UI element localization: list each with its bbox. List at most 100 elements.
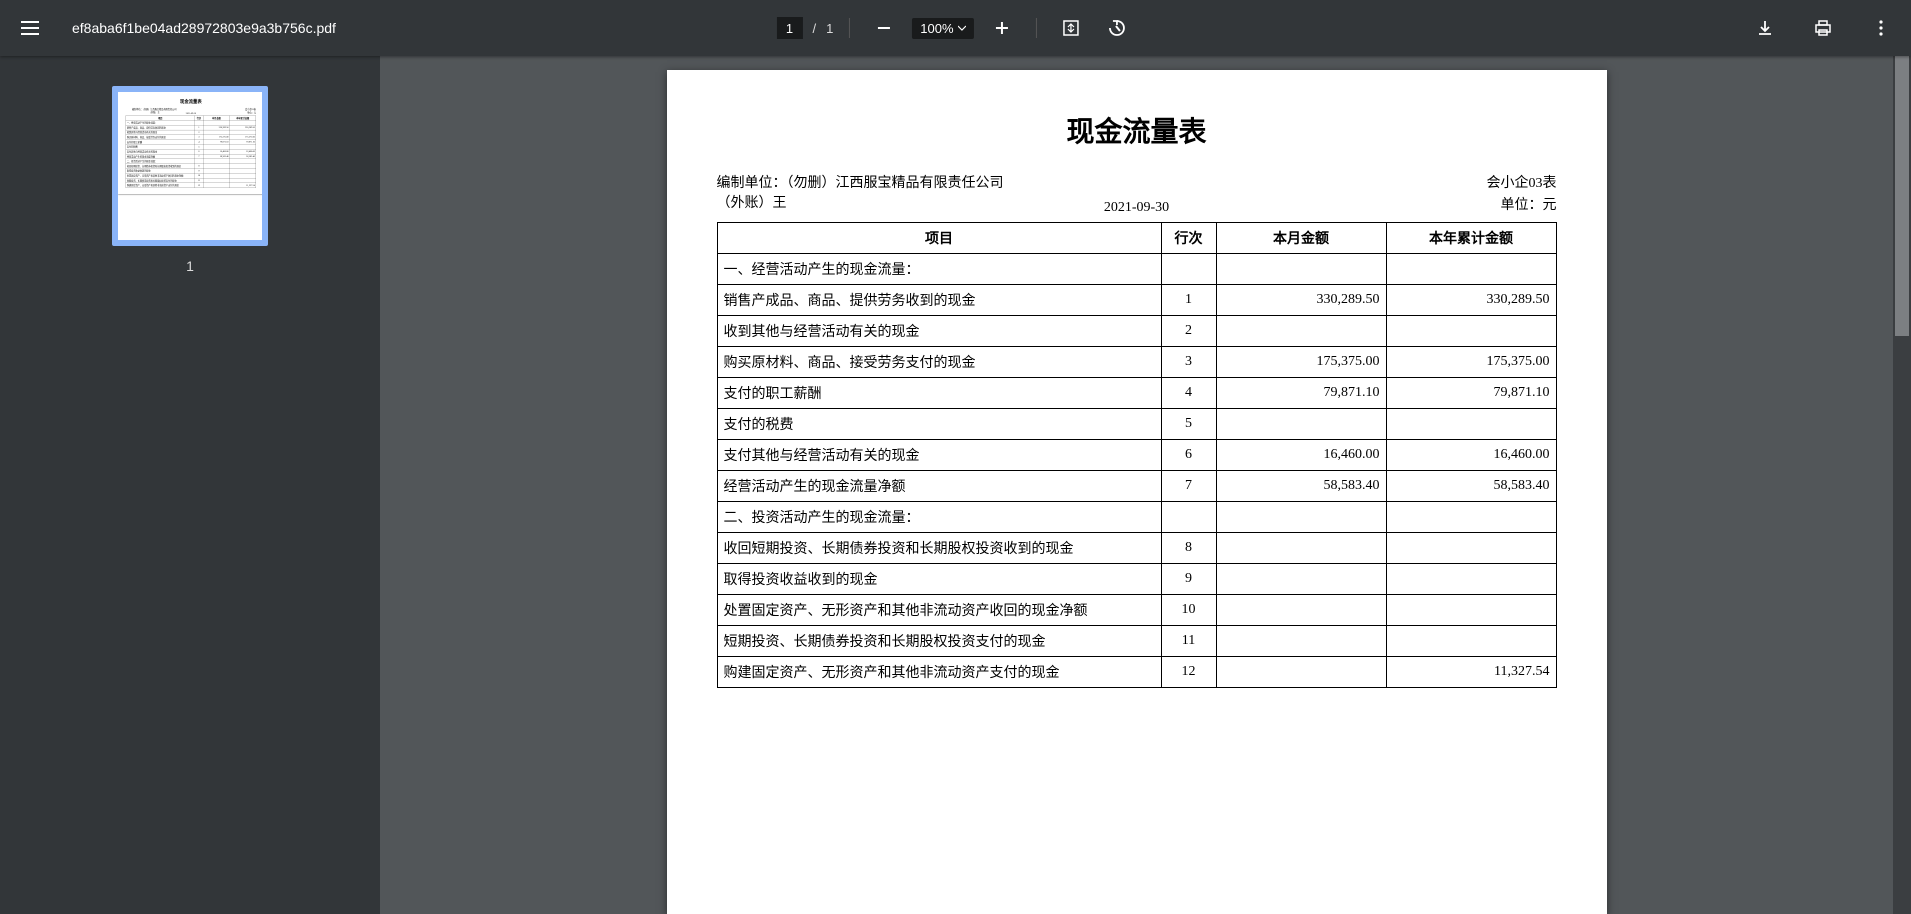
toolbar-right <box>1747 10 1899 46</box>
scrollbar-thumb[interactable] <box>1895 56 1909 336</box>
cell-line: 12 <box>195 183 204 188</box>
cashflow-table: 项目 行次 本月金额 本年累计金额 一、经营活动产生的现金流量：销售产成品、商品… <box>126 116 256 188</box>
cell-line: 7 <box>1161 471 1216 502</box>
header-date: 2021-09-30 <box>183 112 199 114</box>
cell-month-amount: 175,375.00 <box>1216 347 1386 378</box>
cell-month-amount: 58,583.40 <box>1216 471 1386 502</box>
cell-month-amount <box>1216 657 1386 688</box>
cell-item: 购建固定资产、无形资产和其他非流动资产支付的现金 <box>126 183 195 188</box>
document-title: 现金流量表 <box>126 98 256 104</box>
rotate-icon <box>1107 18 1127 38</box>
table-row: 购建固定资产、无形资产和其他非流动资产支付的现金1211,327.54 <box>126 183 256 188</box>
table-row: 处置固定资产、无形资产和其他非流动资产收回的现金净额10 <box>717 595 1556 626</box>
page-separator: / <box>812 21 816 36</box>
cell-item: 处置固定资产、无形资产和其他非流动资产收回的现金净额 <box>717 595 1161 626</box>
cell-month-amount <box>1216 502 1386 533</box>
pdf-viewer[interactable]: 现金流量表 编制单位：（勿删）江西服宝精品有限责任公司 （外账）王 2021-0… <box>380 56 1893 914</box>
fit-page-button[interactable] <box>1053 10 1089 46</box>
pdf-toolbar: ef8aba6f1be04ad28972803e9a3b756c.pdf / 1… <box>0 0 1911 56</box>
chevron-down-icon <box>958 24 966 32</box>
zoom-level-label: 100% <box>920 21 953 36</box>
more-vert-icon <box>1872 19 1890 37</box>
form-code: 会小企03表 <box>1189 172 1556 192</box>
cell-month-amount <box>1216 254 1386 285</box>
table-row: 经营活动产生的现金流量净额758,583.4058,583.40 <box>717 471 1556 502</box>
toolbar-center: / 1 100% <box>776 10 1134 46</box>
more-button[interactable] <box>1863 10 1899 46</box>
zoom-level-select[interactable]: 100% <box>912 18 973 39</box>
zoom-in-button[interactable] <box>984 10 1020 46</box>
cell-line <box>1161 254 1216 285</box>
col-header-item: 项目 <box>717 223 1161 254</box>
cell-line <box>1161 502 1216 533</box>
vertical-scrollbar[interactable] <box>1893 56 1911 914</box>
zoom-out-button[interactable] <box>866 10 902 46</box>
pdf-page: 现金流量表 编制单位：（勿删）江西服宝精品有限责任公司 （外账）王 2021-0… <box>118 92 264 194</box>
fit-page-icon <box>1062 19 1080 37</box>
download-icon <box>1756 19 1774 37</box>
cell-year-amount: 11,327.54 <box>1386 657 1556 688</box>
cell-line: 6 <box>1161 440 1216 471</box>
thumbnail-item[interactable]: 现金流量表 编制单位：（勿删）江西服宝精品有限责任公司 （外账）王 2021-0… <box>112 86 268 274</box>
cell-line: 9 <box>1161 564 1216 595</box>
cell-item: 支付的职工薪酬 <box>717 378 1161 409</box>
unit-label: 单位：元 <box>1189 194 1556 214</box>
table-row: 二、投资活动产生的现金流量： <box>717 502 1556 533</box>
cell-item: 购买原材料、商品、接受劳务支付的现金 <box>717 347 1161 378</box>
cell-year-amount <box>1386 595 1556 626</box>
cell-item: 经营活动产生的现金流量净额 <box>717 471 1161 502</box>
col-header-line: 行次 <box>1161 223 1216 254</box>
cell-line: 2 <box>1161 316 1216 347</box>
table-row: 销售产成品、商品、提供劳务收到的现金1330,289.50330,289.50 <box>717 285 1556 316</box>
thumbnail-preview: 现金流量表 编制单位：（勿删）江西服宝精品有限责任公司 （外账）王 2021-0… <box>112 86 268 246</box>
cashflow-table: 项目 行次 本月金额 本年累计金额 一、经营活动产生的现金流量：销售产成品、商品… <box>717 222 1557 688</box>
document-header: 编制单位：（勿删）江西服宝精品有限责任公司 （外账）王 2021-09-30 会… <box>126 108 256 115</box>
cell-line: 12 <box>1161 657 1216 688</box>
page-total-label: 1 <box>826 21 833 36</box>
cell-year-amount: 16,460.00 <box>1386 440 1556 471</box>
table-row: 取得投资收益收到的现金9 <box>717 564 1556 595</box>
table-row: 支付其他与经营活动有关的现金616,460.0016,460.00 <box>717 440 1556 471</box>
print-button[interactable] <box>1805 10 1841 46</box>
thumbnail-page-number: 1 <box>112 258 268 274</box>
cell-month-amount <box>1216 595 1386 626</box>
cell-year-amount <box>1386 502 1556 533</box>
header-right: 会小企03表 单位：元 <box>199 108 256 115</box>
cell-year-amount <box>1386 316 1556 347</box>
col-header-year: 本年累计金额 <box>1386 223 1556 254</box>
cell-year-amount <box>1386 409 1556 440</box>
cell-year-amount: 79,871.10 <box>1386 378 1556 409</box>
cell-item: 支付的税费 <box>717 409 1161 440</box>
menu-button[interactable] <box>12 10 48 46</box>
filename-label: ef8aba6f1be04ad28972803e9a3b756c.pdf <box>72 20 336 36</box>
cell-year-amount: 58,583.40 <box>1386 471 1556 502</box>
header-date: 2021-09-30 <box>1084 200 1189 216</box>
cell-item: 短期投资、长期债券投资和长期股权投资支付的现金 <box>717 626 1161 657</box>
cell-line: 11 <box>1161 626 1216 657</box>
compiler-unit: 编制单位：（勿删）江西服宝精品有限责任公司 <box>717 172 1084 192</box>
toolbar-divider <box>1036 18 1037 38</box>
hamburger-icon <box>21 21 39 35</box>
rotate-button[interactable] <box>1099 10 1135 46</box>
download-button[interactable] <box>1747 10 1783 46</box>
pdf-page: 现金流量表 编制单位：（勿删）江西服宝精品有限责任公司 （外账）王 2021-0… <box>667 70 1607 914</box>
cell-month-amount <box>1216 626 1386 657</box>
header-right: 会小企03表 单位：元 <box>1189 172 1556 216</box>
cell-line: 1 <box>1161 285 1216 316</box>
thumbnail-sidebar: 现金流量表 编制单位：（勿删）江西服宝精品有限责任公司 （外账）王 2021-0… <box>0 56 380 914</box>
table-row: 短期投资、长期债券投资和长期股权投资支付的现金11 <box>717 626 1556 657</box>
table-row: 一、经营活动产生的现金流量： <box>717 254 1556 285</box>
cell-month-amount: 16,460.00 <box>1216 440 1386 471</box>
cell-year-amount <box>1386 626 1556 657</box>
table-row: 收回短期投资、长期债券投资和长期股权投资收到的现金8 <box>717 533 1556 564</box>
cell-item: 支付其他与经营活动有关的现金 <box>717 440 1161 471</box>
cell-item: 销售产成品、商品、提供劳务收到的现金 <box>717 285 1161 316</box>
cell-month-amount <box>1216 533 1386 564</box>
cell-month-amount <box>203 183 229 188</box>
page-number-input[interactable] <box>776 17 802 39</box>
table-row: 支付的税费5 <box>717 409 1556 440</box>
plus-icon <box>994 20 1010 36</box>
compiler-unit-line2: （外账）王 <box>717 192 1084 212</box>
cell-year-amount <box>1386 254 1556 285</box>
cell-year-amount: 175,375.00 <box>1386 347 1556 378</box>
